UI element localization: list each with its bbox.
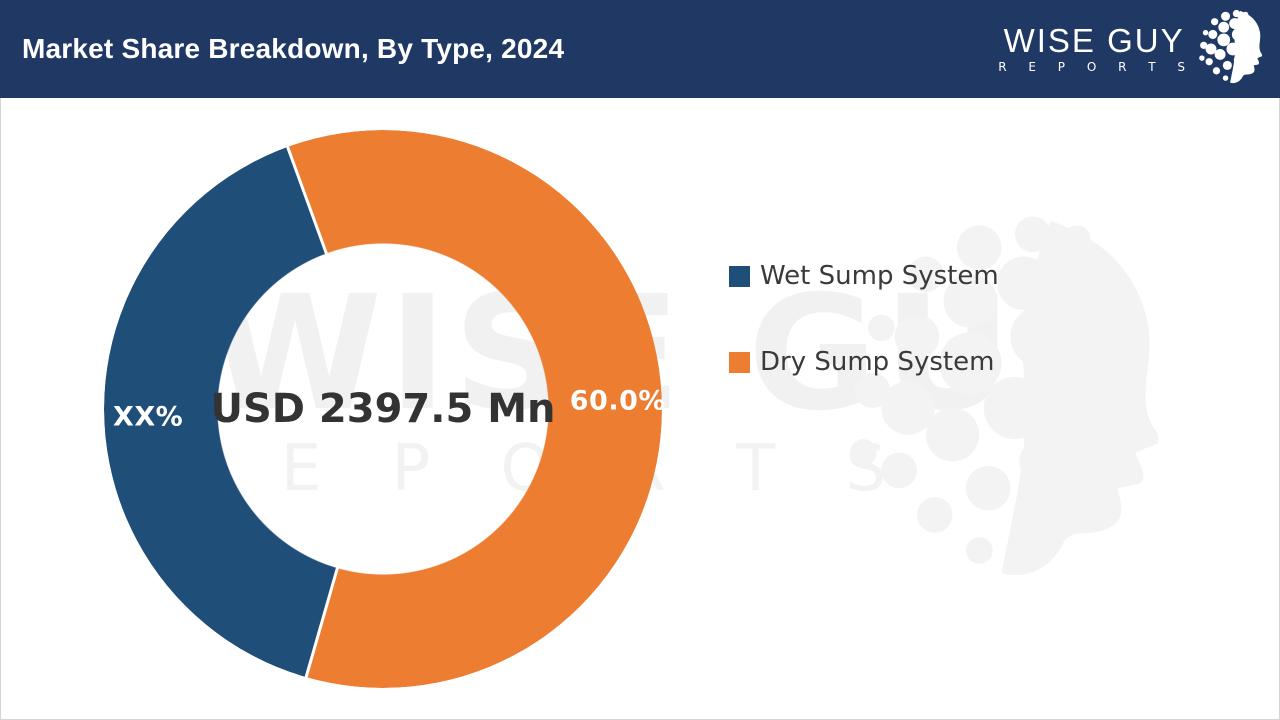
legend-label-wet-sump: Wet Sump System — [760, 261, 999, 291]
slice-separator — [304, 408, 385, 678]
legend-item-dry-sump: Dry Sump System — [729, 347, 995, 377]
donut-ring — [104, 130, 662, 688]
brand-logo: WISE GUY R E P O R T S — [994, 8, 1264, 90]
slice-separator — [286, 146, 385, 410]
brand-subname: R E P O R T S — [998, 60, 1194, 75]
legend-item-wet-sump: Wet Sump System — [729, 261, 999, 291]
donut-center-value: USD 2397.5 Mn — [210, 386, 556, 432]
brand-head-icon — [1199, 9, 1263, 84]
legend-swatch-wet-sump — [729, 265, 750, 287]
header-bar: Market Share Breakdown, By Type, 2024 WI… — [0, 0, 1280, 98]
page-title: Market Share Breakdown, By Type, 2024 — [22, 33, 565, 64]
legend-label-dry-sump: Dry Sump System — [760, 347, 995, 377]
brand-logo-text: WISE GUY R E P O R T S — [994, 21, 1194, 75]
brand-name: WISE GUY — [1003, 21, 1185, 59]
legend-swatch-dry-sump — [729, 351, 750, 373]
